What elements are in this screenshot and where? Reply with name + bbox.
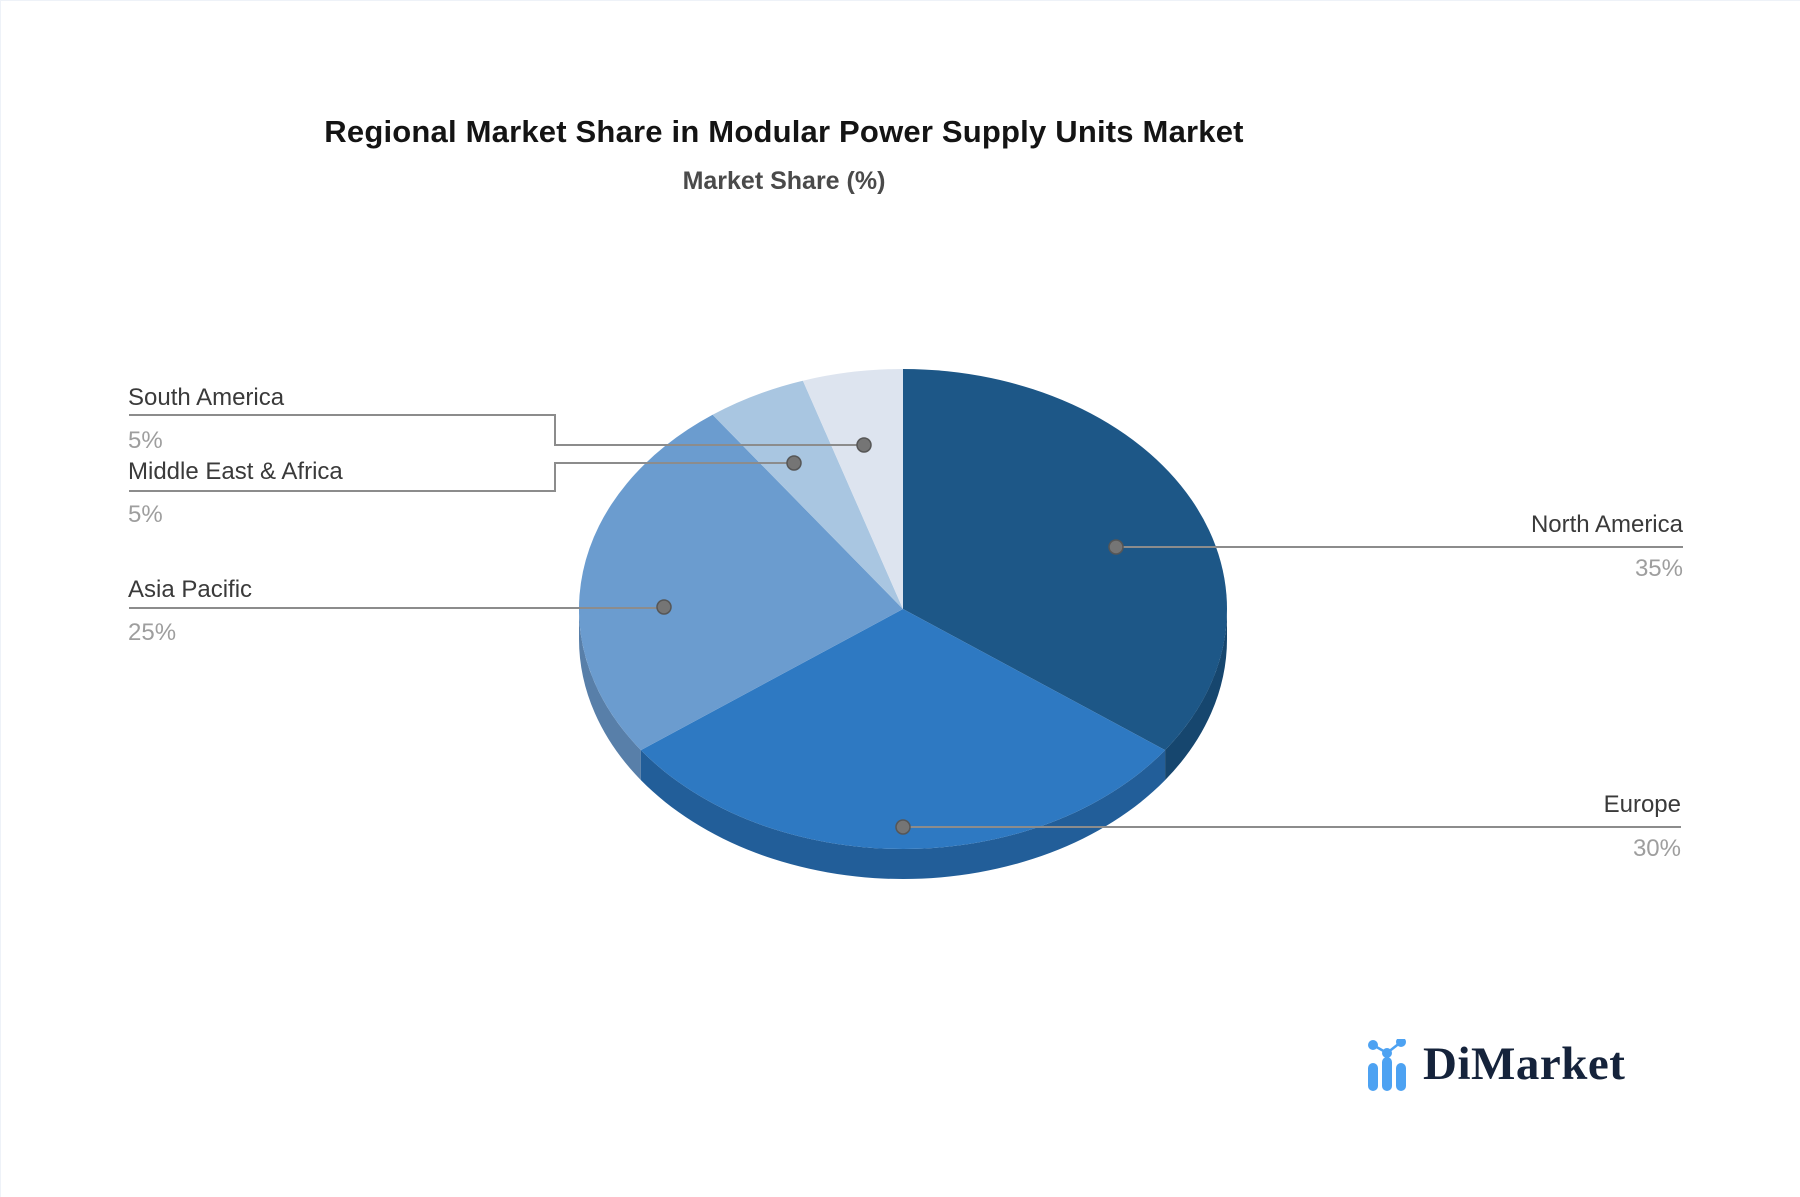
- title-block: Regional Market Share in Modular Power S…: [1, 114, 1567, 196]
- callout-europe: Europe 30%: [1604, 793, 1681, 861]
- pie-side-europe: [640, 750, 1166, 880]
- leader-dot-north-america: [1108, 539, 1124, 555]
- pie-side-north-america: [1165, 609, 1227, 781]
- logo-text: DiMarket: [1423, 1038, 1626, 1090]
- callout-asia-pacific: Asia Pacific 25%: [128, 578, 252, 645]
- pie-slice-asia-pacific[interactable]: [578, 414, 903, 751]
- pie-side-asia-pacific: [579, 609, 641, 781]
- chart-title: Regional Market Share in Modular Power S…: [324, 114, 1244, 149]
- callout-north-america: North America 35%: [1531, 513, 1683, 581]
- slice-value: 25%: [128, 619, 177, 646]
- slice-label: North America: [1530, 511, 1683, 538]
- slice-label: Middle East & Africa: [128, 458, 343, 485]
- callout-middle-east-africa: Middle East & Africa 5%: [128, 460, 343, 527]
- pie-slice-north-america[interactable]: [903, 368, 1228, 751]
- callout-south-america: South America 5%: [128, 386, 284, 453]
- slice-value: 5%: [128, 427, 163, 454]
- slice-value: 35%: [1634, 555, 1683, 582]
- pie-slice-south-america[interactable]: [802, 368, 903, 609]
- pie-slice-middle-east-africa[interactable]: [712, 380, 903, 609]
- slice-label: Asia Pacific: [128, 576, 253, 603]
- leader-line-south-america: [129, 414, 857, 446]
- leader-dot-south-america: [856, 437, 872, 453]
- slice-label: South America: [128, 384, 285, 411]
- leader-dot-middle-east-africa: [786, 455, 802, 471]
- slice-value: 30%: [1632, 835, 1681, 862]
- slice-value: 5%: [128, 501, 163, 528]
- chart-subtitle: Market Share (%): [682, 167, 886, 195]
- pie-slice-europe[interactable]: [640, 609, 1166, 850]
- leader-dot-europe: [895, 819, 911, 835]
- leader-line-middle-east-africa: [129, 462, 787, 492]
- leader-dot-asia-pacific: [656, 599, 672, 615]
- dimarket-logo[interactable]: DiMarket: [1364, 1037, 1625, 1091]
- bar-chart-trend-logo-icon: [1368, 1039, 1406, 1091]
- slice-label: Europe: [1603, 791, 1681, 818]
